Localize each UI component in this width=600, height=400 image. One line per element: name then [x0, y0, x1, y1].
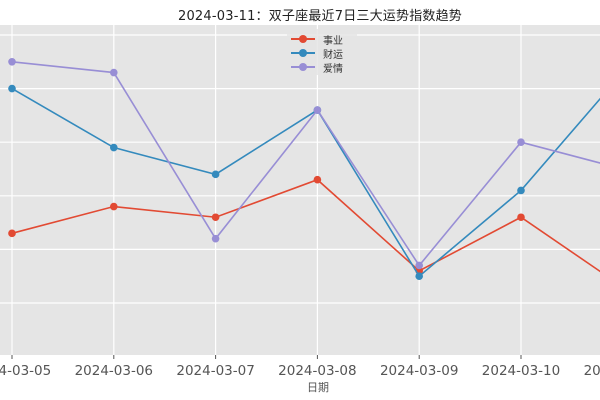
chart-title: 2024-03-11：双子座最近7日三大运势指数趋势 — [177, 9, 463, 24]
x-axis-label: 日期 — [307, 381, 329, 394]
data-point — [313, 175, 322, 184]
legend-label: 事业 — [323, 35, 343, 47]
data-point — [8, 58, 16, 66]
data-point — [211, 170, 220, 179]
x-tick-label: 2024-03-05 — [0, 363, 51, 379]
x-tick-label: 2024-03-06 — [75, 363, 153, 379]
chart-legend: 事业 财运 爱情 — [287, 29, 357, 75]
x-tick-label: 2024-03-09 — [380, 363, 458, 379]
legend-marker-icon — [291, 46, 315, 60]
data-point — [211, 234, 220, 243]
data-point — [8, 84, 16, 93]
legend-marker-icon — [291, 32, 315, 46]
data-point — [517, 213, 525, 222]
data-point — [517, 186, 525, 195]
data-point — [110, 202, 118, 211]
x-tick-label: 2024-03-08 — [278, 363, 356, 379]
data-point — [110, 143, 118, 152]
data-point — [211, 213, 220, 222]
legend-marker-icon — [291, 60, 315, 74]
plot-background — [0, 25, 600, 355]
x-tick-label: 2024-03-11 — [584, 363, 600, 379]
data-point — [110, 68, 118, 77]
data-point — [313, 106, 322, 114]
legend-item-wealth: 财运 — [291, 46, 343, 61]
legend-label: 财运 — [323, 49, 343, 61]
data-point — [8, 229, 16, 238]
data-point — [517, 138, 525, 146]
legend-label: 爱情 — [323, 63, 343, 75]
data-point — [415, 272, 424, 281]
legend-item-love: 爱情 — [291, 60, 343, 75]
data-point — [415, 261, 424, 270]
x-tick-label: 2024-03-07 — [176, 363, 254, 379]
legend-item-career: 事业 — [291, 32, 343, 47]
x-tick-label: 2024-03-10 — [482, 363, 560, 379]
